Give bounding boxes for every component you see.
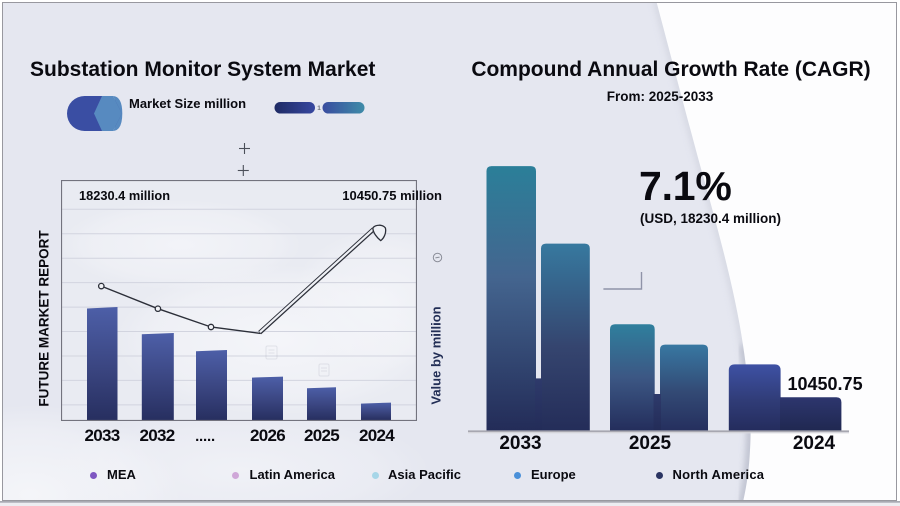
svg-text:1: 1	[317, 105, 321, 112]
